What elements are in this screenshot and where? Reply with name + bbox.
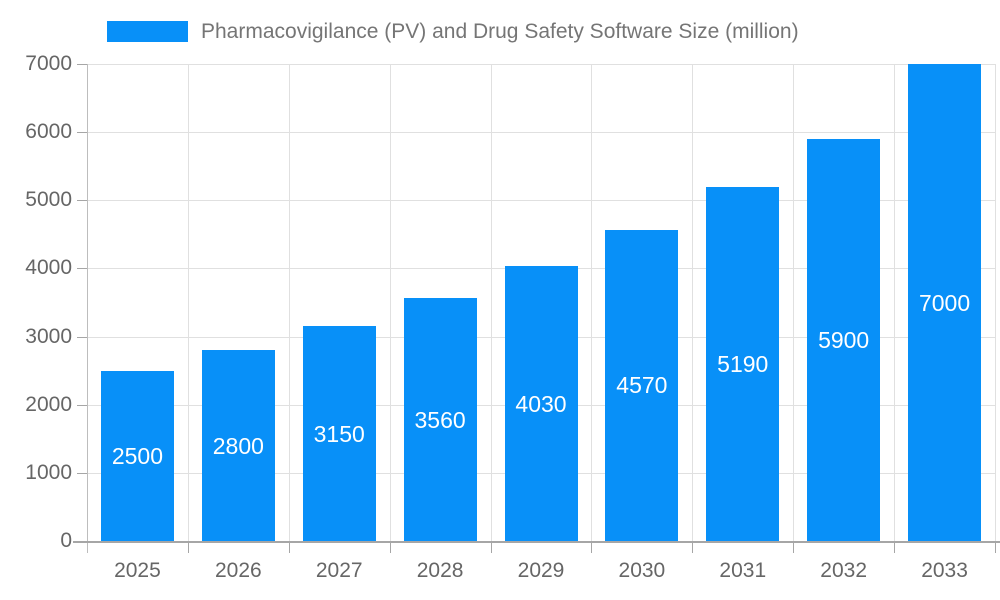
gridline-horizontal bbox=[87, 64, 995, 65]
x-tick bbox=[288, 541, 290, 553]
y-tick bbox=[77, 404, 87, 406]
bar-value-label: 4030 bbox=[515, 390, 567, 417]
bar[interactable]: 2800 bbox=[201, 350, 275, 541]
x-axis-label: 2025 bbox=[114, 559, 161, 582]
legend-swatch bbox=[107, 21, 188, 42]
gridline-vertical bbox=[187, 64, 189, 541]
bar[interactable]: 4570 bbox=[605, 229, 679, 541]
y-axis-label: 5000 bbox=[25, 188, 72, 212]
legend-label: Pharmacovigilance (PV) and Drug Safety S… bbox=[201, 20, 799, 43]
x-axis-label: 2031 bbox=[719, 559, 767, 582]
bar-value-label: 4570 bbox=[616, 372, 668, 399]
x-tick bbox=[692, 541, 694, 553]
x-axis-label: 2033 bbox=[921, 559, 968, 582]
bar[interactable]: 3560 bbox=[403, 298, 477, 541]
y-tick bbox=[77, 268, 87, 270]
x-axis-label: 2029 bbox=[517, 559, 565, 582]
bar-value-label: 5900 bbox=[818, 326, 870, 353]
y-axis-label: 4000 bbox=[25, 256, 72, 280]
gridline-vertical bbox=[490, 64, 492, 541]
bar-value-label: 7000 bbox=[918, 289, 971, 316]
gridline-vertical bbox=[793, 64, 795, 541]
y-axis-label: 7000 bbox=[25, 52, 72, 75]
bar-value-label: 3150 bbox=[313, 420, 365, 447]
y-tick bbox=[77, 336, 87, 338]
y-tick bbox=[77, 64, 87, 65]
bar-value-label: 2800 bbox=[212, 432, 264, 459]
bar[interactable]: 4030 bbox=[504, 266, 578, 541]
x-tick bbox=[995, 541, 996, 553]
gridline-vertical bbox=[389, 64, 391, 541]
x-axis-label: 2026 bbox=[214, 559, 262, 582]
x-tick bbox=[894, 541, 896, 553]
gridline-vertical bbox=[692, 64, 694, 541]
y-axis-label: 0 bbox=[60, 529, 72, 552]
gridline-vertical bbox=[591, 64, 593, 541]
bar[interactable]: 5190 bbox=[706, 187, 780, 541]
y-tick bbox=[77, 132, 87, 134]
x-tick bbox=[187, 541, 189, 553]
bar[interactable]: 7000 bbox=[908, 64, 982, 541]
y-tick bbox=[77, 472, 87, 474]
x-axis-label: 2030 bbox=[618, 559, 666, 582]
bar-value-label: 5190 bbox=[717, 351, 769, 378]
gridline-horizontal bbox=[87, 200, 995, 202]
x-tick bbox=[389, 541, 391, 553]
bar[interactable]: 3150 bbox=[302, 326, 376, 541]
x-tick bbox=[793, 541, 795, 553]
x-axis-label: 2032 bbox=[820, 559, 868, 582]
y-tick bbox=[77, 200, 87, 202]
gridline-horizontal bbox=[87, 132, 995, 134]
y-axis-line bbox=[87, 64, 88, 553]
x-tick bbox=[490, 541, 492, 553]
y-axis-label: 2000 bbox=[25, 392, 72, 416]
x-axis-label: 2028 bbox=[416, 559, 464, 582]
bar-value-label: 2500 bbox=[111, 442, 164, 469]
gridline-vertical bbox=[288, 64, 290, 541]
bar-value-label: 3560 bbox=[414, 406, 466, 433]
gridline-vertical bbox=[894, 64, 896, 541]
gridline-vertical bbox=[995, 64, 996, 541]
bar[interactable]: 2500 bbox=[100, 370, 174, 541]
bar[interactable]: 5900 bbox=[807, 138, 881, 541]
chart-legend-item[interactable]: Pharmacovigilance (PV) and Drug Safety S… bbox=[107, 21, 799, 42]
y-axis-label: 6000 bbox=[25, 120, 72, 144]
x-axis-line bbox=[73, 541, 1000, 543]
x-axis-label: 2027 bbox=[315, 559, 363, 582]
y-axis-label: 3000 bbox=[25, 324, 72, 348]
y-axis-label: 1000 bbox=[25, 460, 72, 484]
x-tick bbox=[591, 541, 593, 553]
